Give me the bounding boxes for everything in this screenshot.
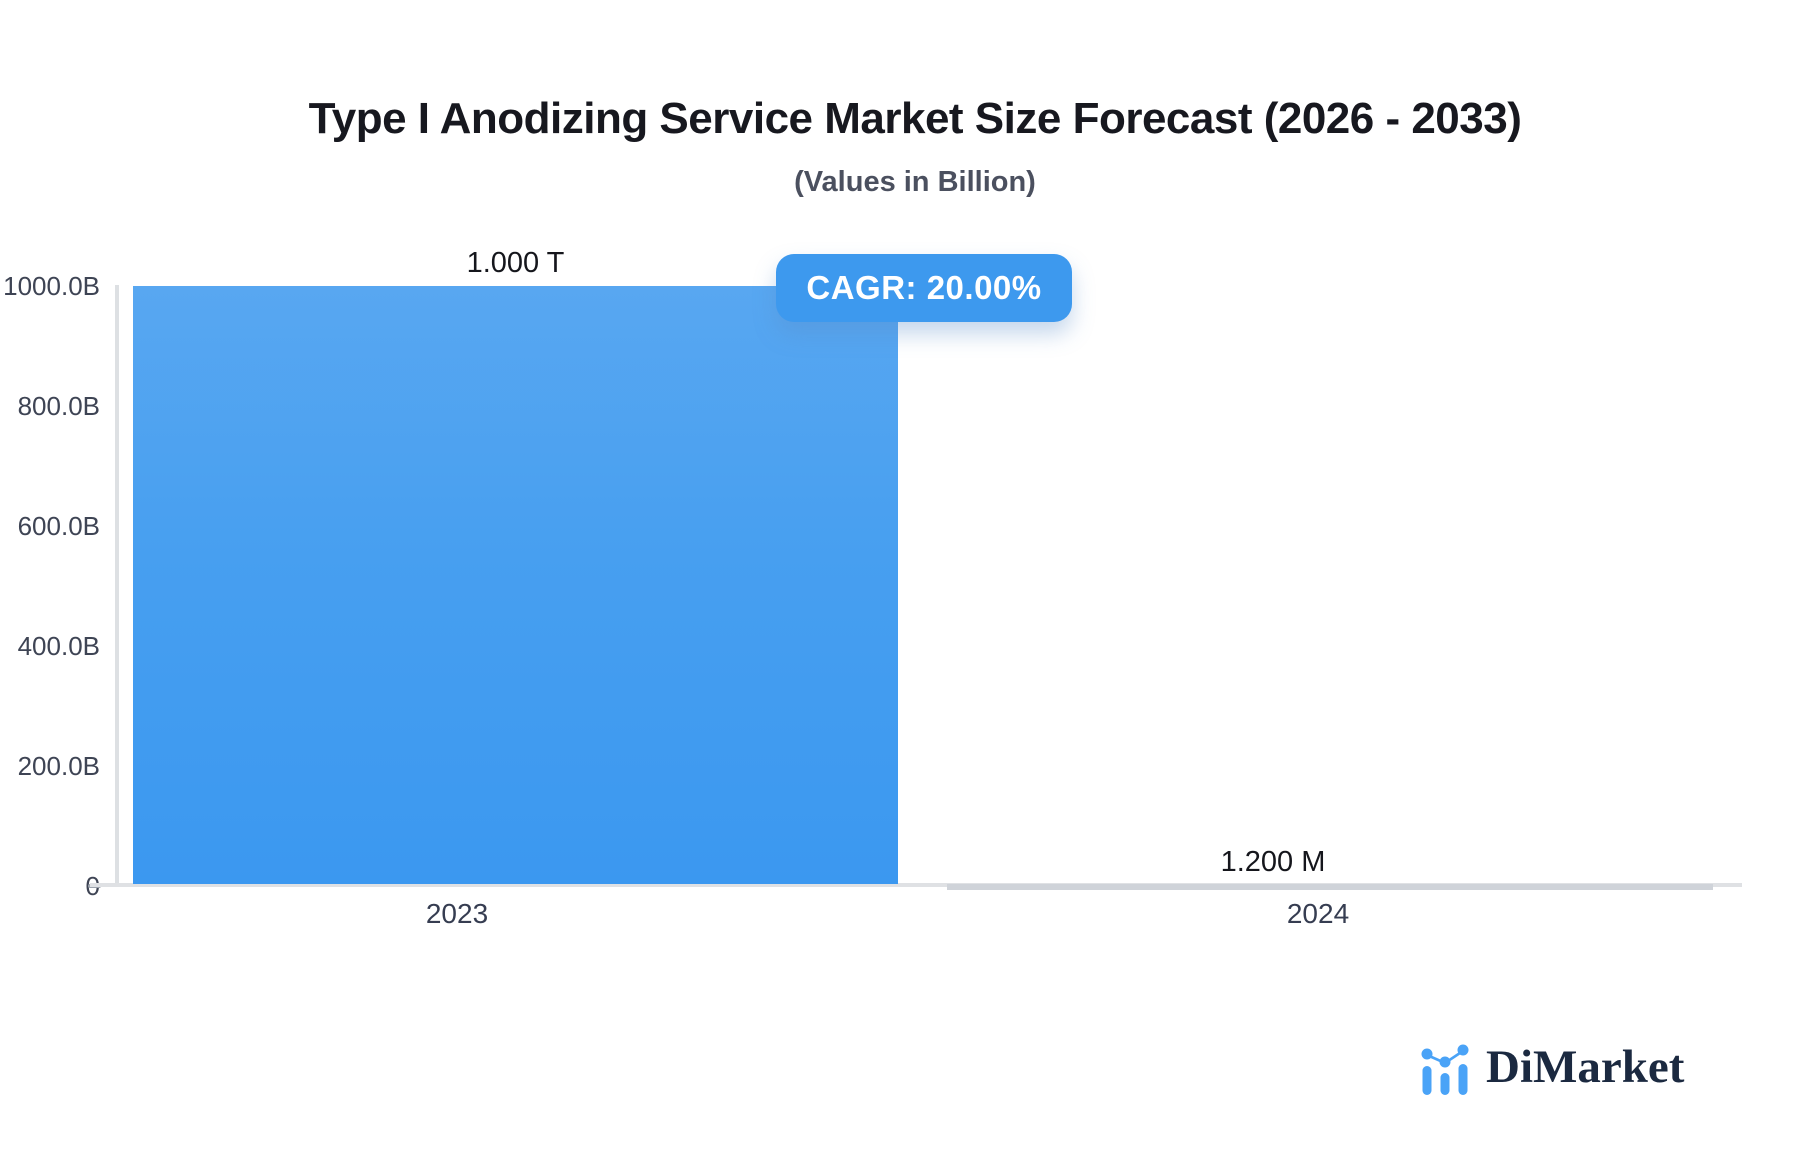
dimarket-logo: DiMarket [1418,1038,1684,1096]
chart-title: Type I Anodizing Service Market Size For… [308,94,1522,143]
cagr-badge: CAGR: 20.00% [776,254,1072,322]
x-axis-label-2023: 2023 [425,898,489,929]
y-axis-tick-600b: 600.0B [17,511,100,541]
bar-value-label-2023: 1.000 T [466,247,565,279]
y-axis-tick-400b: 400.0B [17,631,100,661]
chart-subtitle: (Values in Billion) [794,166,1036,198]
bar-chart-logo-icon [1418,1039,1472,1095]
y-axis-tick-0: 0 [0,870,100,902]
y-axis-line [115,285,119,885]
bar-value-label-2024: 1.200 M [1220,846,1326,878]
dimarket-logo-text: DiMarket [1486,1041,1685,1093]
bar-2023[interactable] [133,286,898,884]
y-axis-tick-1000b: 1000.0B [3,271,100,301]
x-axis-label-2024: 2024 [1286,898,1350,929]
y-axis-tick-200b: 200.0B [17,751,100,781]
bar-2024[interactable] [947,884,1713,890]
x-axis-line [90,883,1742,887]
y-axis-tick-800b: 800.0B [17,391,100,421]
